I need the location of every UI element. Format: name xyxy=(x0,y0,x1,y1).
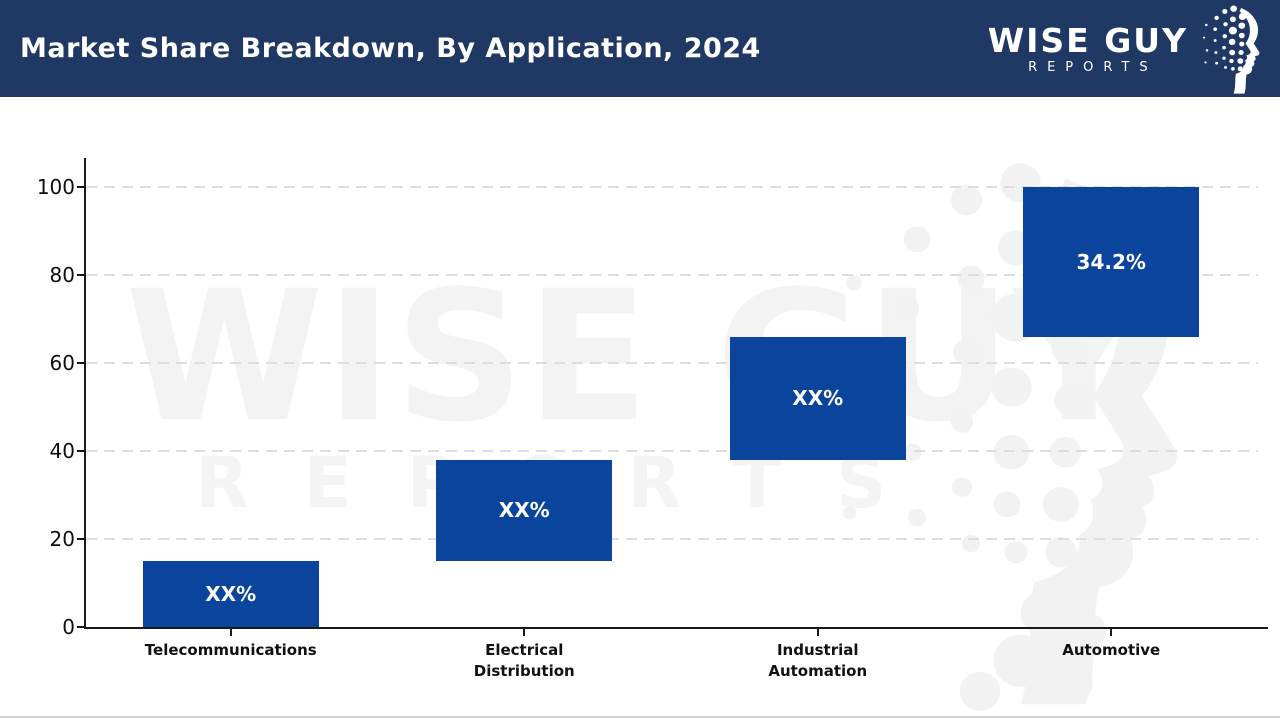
x-axis-category-label: Automotive xyxy=(1062,641,1161,659)
y-axis-tick-mark xyxy=(77,538,85,540)
bar-value-label: XX% xyxy=(205,582,257,606)
bar-value-label: XX% xyxy=(792,386,844,411)
logo-reports-text: REPORTS xyxy=(1028,59,1158,75)
logo-text: WISE GUY REPORTS xyxy=(988,24,1188,74)
y-axis-tick-label: 0 xyxy=(62,615,75,639)
x-axis-tick-mark xyxy=(1110,629,1113,636)
header-bar: Market Share Breakdown, By Application, … xyxy=(0,0,1280,97)
y-axis-tick-mark xyxy=(77,626,85,628)
x-axis-category-label: Telecommunications xyxy=(144,641,317,659)
y-axis-tick-mark xyxy=(77,186,85,188)
y-axis-tick-mark xyxy=(77,362,85,364)
y-axis-tick-label: 60 xyxy=(49,351,75,375)
x-axis-tick-mark xyxy=(816,629,819,636)
x-axis-tick-mark xyxy=(523,629,526,636)
gridline-40 xyxy=(86,450,1258,452)
gridline-60 xyxy=(86,362,1258,364)
y-axis-tick-label: 80 xyxy=(49,263,75,287)
bar-electrical-distribution: XX% xyxy=(436,459,613,561)
bar-automotive: 34.2% xyxy=(1023,187,1200,337)
x-axis-tick-mark xyxy=(229,629,232,636)
gridline-20 xyxy=(86,538,1258,540)
bottom-divider xyxy=(0,716,1280,718)
bar-value-label: XX% xyxy=(498,498,550,523)
x-axis-category-label: Industrial Automation xyxy=(768,641,868,680)
bar-value-label: 34.2% xyxy=(1076,249,1146,274)
logo-wiseguy-text: WISE GUY xyxy=(987,20,1188,60)
y-axis-tick-mark xyxy=(77,274,85,276)
y-axis-line xyxy=(84,158,86,629)
x-axis-line xyxy=(84,627,1268,629)
x-axis-category-label: Electrical Distribution xyxy=(473,641,575,680)
page-title: Market Share Breakdown, By Application, … xyxy=(20,33,761,64)
y-axis-tick-label: 20 xyxy=(49,527,75,551)
gridline-100 xyxy=(86,186,1258,188)
wiseguy-logo: WISE GUY REPORTS xyxy=(988,3,1264,95)
bar-telecommunications: XX% xyxy=(142,561,319,627)
gridline-80 xyxy=(86,274,1258,276)
y-axis-tick-label: 40 xyxy=(49,439,75,463)
y-axis-tick-mark xyxy=(77,450,85,452)
y-axis-tick-label: 100 xyxy=(36,175,75,199)
bar-industrial-automation: XX% xyxy=(729,336,906,460)
dotted-head-logo-icon xyxy=(1202,4,1260,94)
